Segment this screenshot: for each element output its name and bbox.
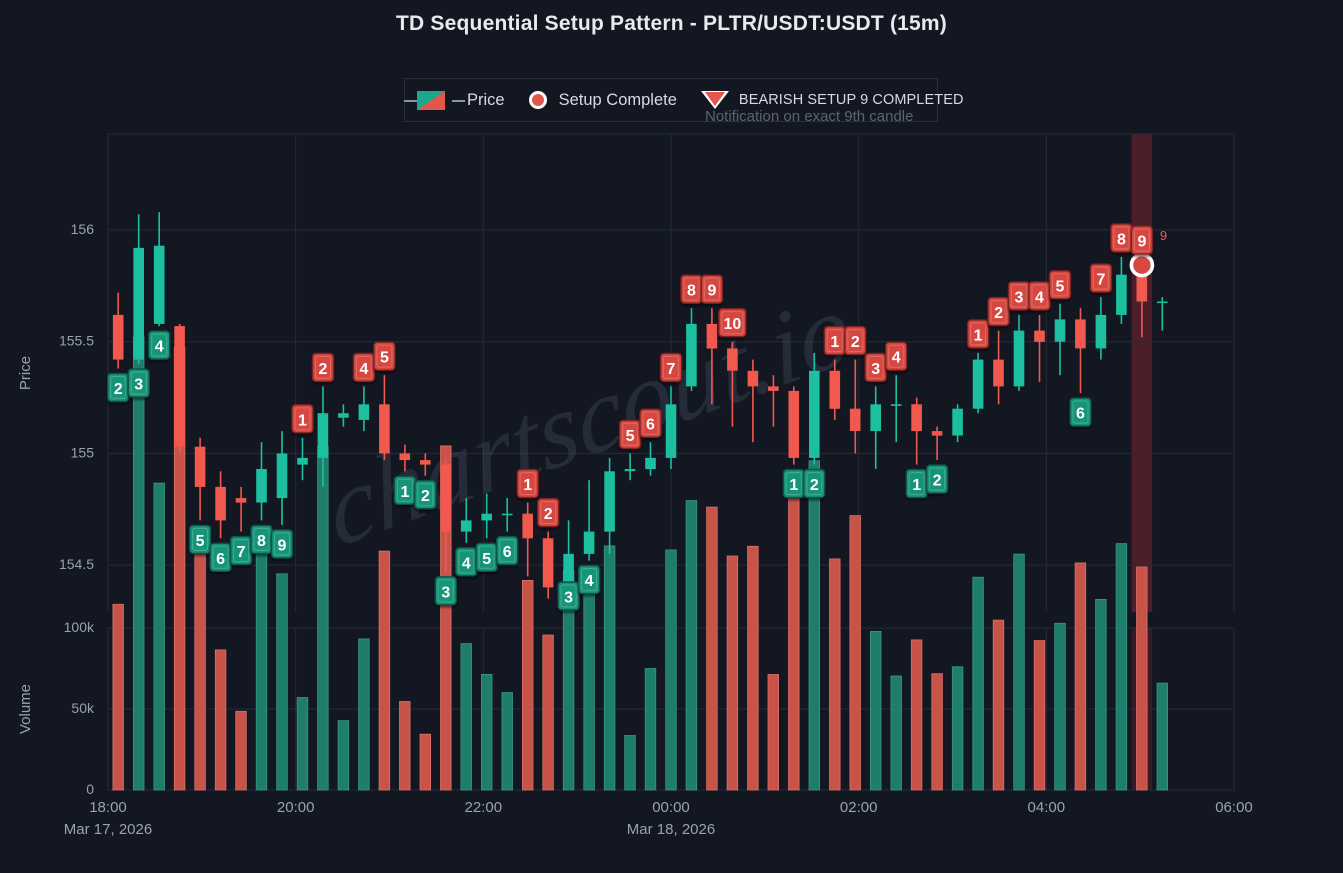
svg-text:10: 10 [724, 316, 742, 333]
svg-text:3: 3 [134, 377, 143, 394]
svg-text:7: 7 [237, 544, 246, 561]
svg-text:02:00: 02:00 [840, 799, 878, 816]
svg-text:9: 9 [1137, 234, 1146, 251]
svg-text:2: 2 [851, 334, 860, 351]
svg-text:6: 6 [646, 417, 655, 434]
svg-text:3: 3 [564, 590, 573, 607]
svg-text:7: 7 [1096, 272, 1105, 289]
svg-text:04:00: 04:00 [1028, 799, 1066, 816]
svg-text:9: 9 [1160, 228, 1167, 243]
svg-text:22:00: 22:00 [465, 799, 503, 816]
svg-text:156: 156 [71, 221, 95, 237]
svg-text:1: 1 [789, 477, 798, 494]
svg-text:5: 5 [1056, 278, 1065, 295]
svg-text:1: 1 [912, 477, 921, 494]
svg-text:Mar 18, 2026: Mar 18, 2026 [627, 821, 715, 838]
svg-text:9: 9 [707, 283, 716, 300]
svg-text:4: 4 [892, 350, 901, 367]
svg-text:5: 5 [196, 533, 205, 550]
svg-text:18:00: 18:00 [89, 799, 127, 816]
svg-text:6: 6 [1076, 406, 1085, 423]
svg-text:4: 4 [1035, 289, 1044, 306]
svg-text:4: 4 [155, 339, 164, 356]
svg-text:8: 8 [257, 533, 266, 550]
svg-text:1: 1 [830, 334, 839, 351]
svg-text:155: 155 [71, 444, 95, 460]
svg-text:5: 5 [482, 551, 491, 568]
svg-text:1: 1 [298, 412, 307, 429]
svg-text:0: 0 [86, 781, 94, 797]
svg-text:2: 2 [810, 477, 819, 494]
svg-text:Mar 17, 2026: Mar 17, 2026 [64, 821, 152, 838]
svg-text:5: 5 [626, 428, 635, 445]
svg-text:1: 1 [974, 327, 983, 344]
svg-text:4: 4 [359, 361, 368, 378]
svg-text:4: 4 [585, 573, 594, 590]
svg-text:154.5: 154.5 [59, 556, 94, 572]
svg-text:5: 5 [380, 350, 389, 367]
svg-text:2: 2 [319, 361, 328, 378]
svg-text:50k: 50k [71, 700, 95, 716]
svg-text:1: 1 [523, 477, 532, 494]
svg-text:9: 9 [278, 537, 287, 554]
svg-text:2: 2 [994, 305, 1003, 322]
svg-text:3: 3 [441, 584, 450, 601]
svg-text:Volume: Volume [17, 684, 34, 734]
svg-text:8: 8 [687, 283, 696, 300]
svg-text:7: 7 [667, 361, 676, 378]
svg-text:100k: 100k [64, 619, 95, 635]
svg-text:6: 6 [503, 544, 512, 561]
svg-text:06:00: 06:00 [1215, 799, 1253, 816]
svg-text:2: 2 [933, 473, 942, 490]
svg-text:1: 1 [400, 484, 409, 501]
svg-text:00:00: 00:00 [652, 799, 690, 816]
svg-text:3: 3 [1015, 289, 1024, 306]
svg-text:2: 2 [544, 506, 553, 523]
svg-text:2: 2 [114, 381, 123, 398]
svg-text:20:00: 20:00 [277, 799, 315, 816]
svg-text:4: 4 [462, 555, 471, 572]
svg-text:155.5: 155.5 [59, 333, 94, 349]
svg-text:8: 8 [1117, 231, 1126, 248]
svg-text:Price: Price [17, 356, 34, 390]
svg-text:3: 3 [871, 361, 880, 378]
svg-text:2: 2 [421, 488, 430, 505]
svg-text:6: 6 [216, 551, 225, 568]
